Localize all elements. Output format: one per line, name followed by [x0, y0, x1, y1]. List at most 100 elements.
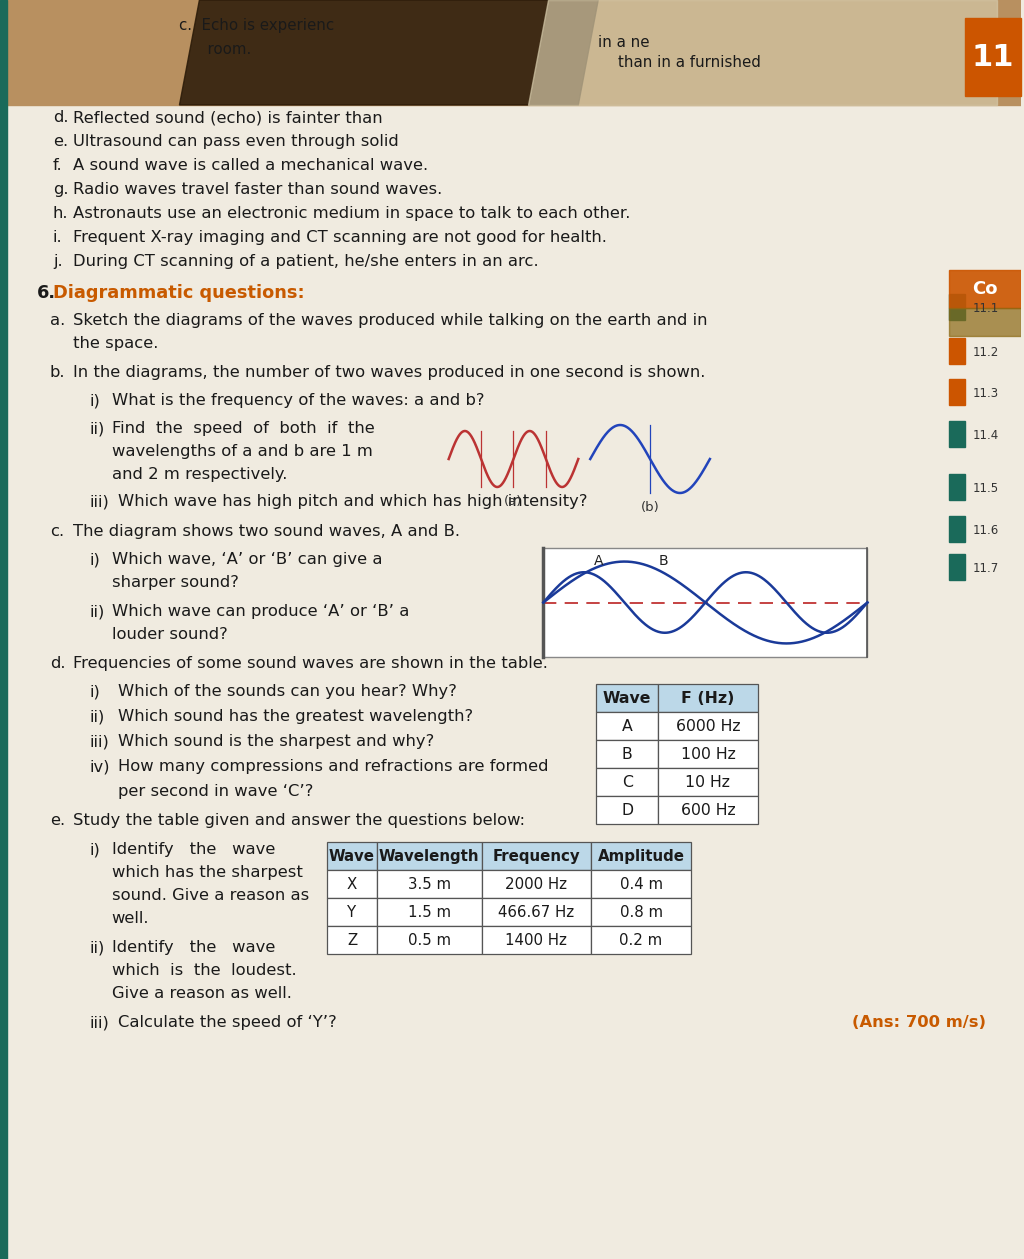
Text: D: D	[622, 802, 633, 817]
Bar	[327, 898, 377, 927]
Text: What is the frequency of the waves: a and b?: What is the frequency of the waves: a an…	[112, 393, 484, 408]
Text: wavelengths of a and b are 1 m: wavelengths of a and b are 1 m	[112, 444, 373, 460]
Text: 1.5 m: 1.5 m	[408, 904, 451, 919]
Bar	[949, 516, 966, 543]
Bar	[596, 740, 658, 768]
Text: ii): ii)	[90, 604, 105, 619]
Text: sound. Give a reason as: sound. Give a reason as	[112, 888, 309, 903]
Text: Give a reason as well.: Give a reason as well.	[112, 986, 292, 1001]
Bar	[658, 740, 758, 768]
Text: i): i)	[90, 684, 100, 699]
Text: B: B	[658, 554, 668, 568]
Bar	[596, 684, 658, 713]
Text: 100 Hz: 100 Hz	[681, 747, 735, 762]
Text: 1400 Hz: 1400 Hz	[506, 933, 567, 948]
Text: The diagram shows two sound waves, A and B.: The diagram shows two sound waves, A and…	[73, 524, 460, 539]
Text: 0.5 m: 0.5 m	[408, 933, 451, 948]
Bar	[377, 898, 481, 927]
Bar	[949, 379, 966, 405]
Text: Calculate the speed of ‘Y’?: Calculate the speed of ‘Y’?	[118, 1015, 337, 1030]
Text: Find  the  speed  of  both  if  the: Find the speed of both if the	[112, 421, 375, 436]
Bar	[327, 927, 377, 954]
Polygon shape	[528, 0, 997, 104]
Text: c.  Echo is experienc: c. Echo is experienc	[179, 18, 335, 33]
Text: 0.4 m: 0.4 m	[620, 876, 663, 891]
Text: per second in wave ‘C’?: per second in wave ‘C’?	[118, 784, 313, 799]
Text: iii): iii)	[90, 734, 110, 749]
Text: i): i)	[90, 393, 100, 408]
Bar	[949, 308, 1021, 336]
Text: Co: Co	[973, 279, 997, 298]
Text: in a ne: in a ne	[598, 35, 649, 50]
Text: Identify   the   wave: Identify the wave	[112, 940, 275, 956]
Text: ii): ii)	[90, 421, 105, 436]
Bar	[0, 0, 1021, 104]
Text: b.: b.	[50, 365, 66, 380]
Bar	[481, 842, 591, 870]
Text: 11.2: 11.2	[973, 345, 999, 359]
Text: Which of the sounds can you hear? Why?: Which of the sounds can you hear? Why?	[118, 684, 457, 699]
Text: Radio waves travel faster than sound waves.: Radio waves travel faster than sound wav…	[73, 183, 442, 196]
Text: ii): ii)	[90, 940, 105, 956]
Text: Which sound has the greatest wavelength?: Which sound has the greatest wavelength?	[118, 709, 473, 724]
Bar	[591, 870, 691, 898]
Bar	[327, 842, 377, 870]
Text: During CT scanning of a patient, he/she enters in an arc.: During CT scanning of a patient, he/she …	[73, 254, 539, 269]
Text: sharper sound?: sharper sound?	[112, 575, 239, 590]
Text: Y: Y	[347, 904, 356, 919]
Text: iii): iii)	[90, 1015, 110, 1030]
Text: Which wave has high pitch and which has high intensity?: Which wave has high pitch and which has …	[118, 494, 587, 509]
Bar	[591, 927, 691, 954]
Text: e.: e.	[53, 133, 68, 149]
Bar	[327, 870, 377, 898]
Text: i.: i.	[53, 230, 62, 246]
Text: g.: g.	[53, 183, 69, 196]
Text: Which wave, ‘A’ or ‘B’ can give a: Which wave, ‘A’ or ‘B’ can give a	[112, 551, 382, 567]
Text: f.: f.	[53, 157, 62, 172]
Bar	[949, 473, 966, 500]
Bar	[966, 18, 1021, 96]
Text: which has the sharpest: which has the sharpest	[112, 865, 302, 880]
Bar	[949, 337, 966, 364]
Text: (b): (b)	[641, 501, 659, 514]
Text: 0.8 m: 0.8 m	[620, 904, 663, 919]
Text: j.: j.	[53, 254, 62, 269]
Text: a.: a.	[50, 313, 66, 329]
Text: In the diagrams, the number of two waves produced in one second is shown.: In the diagrams, the number of two waves…	[73, 365, 706, 380]
Text: the space.: the space.	[73, 336, 158, 351]
Text: 3.5 m: 3.5 m	[408, 876, 451, 891]
Text: Reflected sound (echo) is fainter than: Reflected sound (echo) is fainter than	[73, 110, 382, 125]
Text: c.: c.	[50, 524, 63, 539]
Text: h.: h.	[53, 206, 69, 222]
Polygon shape	[179, 0, 598, 104]
Text: Wavelength: Wavelength	[379, 849, 479, 864]
Text: Which wave can produce ‘A’ or ‘B’ a: Which wave can produce ‘A’ or ‘B’ a	[112, 604, 409, 619]
Bar	[949, 269, 1021, 308]
Text: Study the table given and answer the questions below:: Study the table given and answer the que…	[73, 813, 524, 828]
Bar	[949, 295, 966, 320]
Bar	[481, 898, 591, 927]
Text: C: C	[622, 774, 633, 789]
Text: 600 Hz: 600 Hz	[681, 802, 735, 817]
Bar	[481, 927, 591, 954]
Text: Wave: Wave	[603, 690, 651, 705]
Text: 0.2 m: 0.2 m	[620, 933, 663, 948]
Text: 11: 11	[972, 43, 1015, 72]
Text: Sketch the diagrams of the waves produced while talking on the earth and in: Sketch the diagrams of the waves produce…	[73, 313, 708, 329]
Text: well.: well.	[112, 912, 150, 927]
Bar	[596, 796, 658, 823]
Text: i): i)	[90, 842, 100, 857]
Text: How many compressions and refractions are formed: How many compressions and refractions ar…	[118, 759, 548, 774]
Text: B: B	[622, 747, 633, 762]
Text: Frequency: Frequency	[493, 849, 581, 864]
Text: e.: e.	[50, 813, 65, 828]
Text: (a): (a)	[504, 495, 522, 507]
Text: ii): ii)	[90, 709, 105, 724]
Text: d.: d.	[53, 110, 69, 125]
Text: 11.7: 11.7	[973, 562, 999, 574]
Text: than in a furnished: than in a furnished	[618, 55, 761, 71]
Text: 11.5: 11.5	[973, 481, 999, 495]
Text: A: A	[622, 719, 633, 734]
Text: A: A	[594, 554, 603, 568]
Bar	[544, 548, 867, 657]
